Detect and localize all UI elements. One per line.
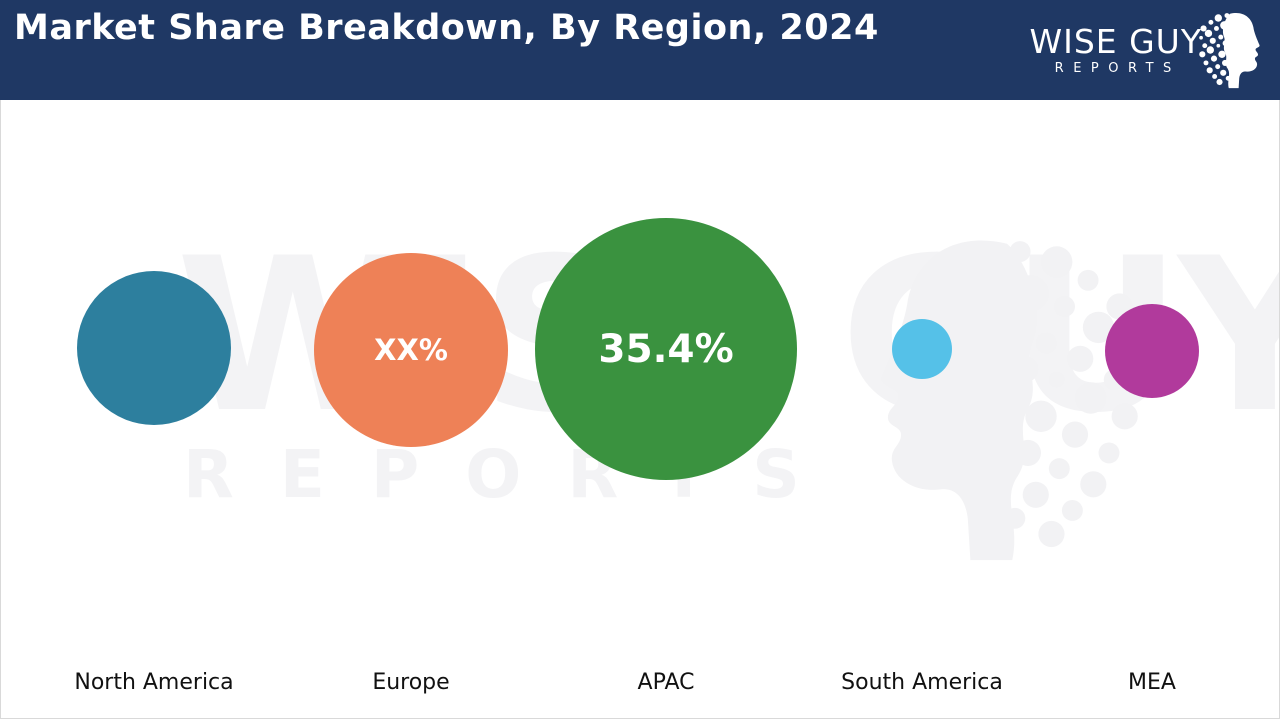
category-label-apac: APAC (637, 670, 695, 695)
brand-subtitle: REPORTS (1054, 60, 1181, 76)
head-profile-dots-icon (1196, 10, 1264, 90)
bubble-north-america (77, 271, 231, 425)
brand-logo: WISE GUY REPORTS (1029, 6, 1264, 94)
bubble-value-label: XX% (374, 333, 448, 367)
bubble-europe: XX% (314, 253, 508, 447)
bubble-south-america (892, 319, 952, 379)
category-label-mea: MEA (1128, 670, 1176, 695)
brand-logo-text: WISE GUY REPORTS (1029, 21, 1202, 76)
page-title: Market Share Breakdown, By Region, 2024 (14, 8, 879, 48)
bubble-apac: 35.4% (535, 218, 797, 480)
watermark-head-profile-icon (863, 228, 1151, 568)
bubble-mea (1105, 304, 1199, 398)
header-bar: Market Share Breakdown, By Region, 2024 … (0, 0, 1280, 100)
category-label-south-america: South America (841, 670, 1003, 695)
category-label-europe: Europe (372, 670, 450, 695)
brand-name: WISE GUY (1029, 21, 1202, 61)
category-label-north-america: North America (74, 670, 234, 695)
bubble-chart: WISE GUY REPORTS XX% 35.4% North America… (0, 100, 1280, 719)
bubble-value-label: 35.4% (598, 326, 734, 372)
